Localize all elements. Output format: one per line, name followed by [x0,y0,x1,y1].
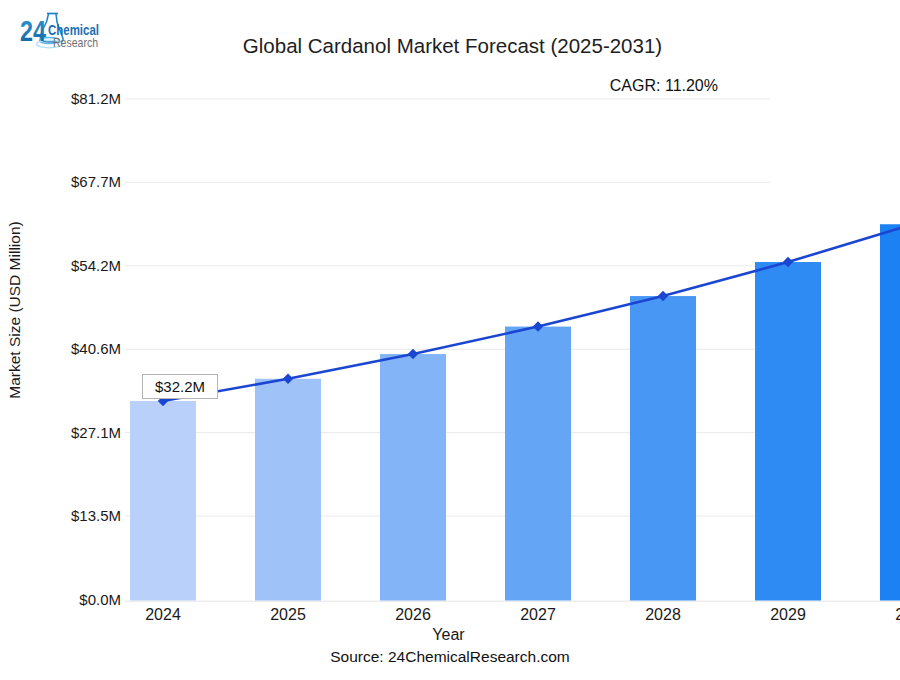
x-tick-label: 2024 [145,606,181,623]
bar-2027[interactable] [505,327,571,601]
y-axis-title: Market Size (USD Million) [6,210,24,410]
x-tick-label: 2030 [895,606,900,623]
bar-2028[interactable] [630,296,696,600]
x-axis-title: Year [0,626,897,644]
bar-2025[interactable] [255,379,321,601]
y-tick-label: $81.2M [71,90,121,107]
x-tick-label: 2027 [520,606,556,623]
source-text: Source: 24ChemicalResearch.com [0,648,900,666]
forecast-chart: $0.0M $13.5M $27.1M $40.6M $54.2M $67.7M $81.2… [0,0,900,680]
annotation-text: $32.2M [155,378,205,395]
y-tick-label: $0.0M [79,591,121,608]
x-tick-label: 2025 [270,606,306,623]
x-tick-label: 2028 [645,606,681,623]
x-tick-label: 2029 [770,606,806,623]
bar-2024[interactable] [130,401,196,600]
y-tick-label: $13.5M [71,507,121,524]
bar-2030[interactable] [880,224,900,600]
x-tick-label: 2026 [395,606,431,623]
page: $0.0M $13.5M $27.1M $40.6M $54.2M $67.7M $81.2… [0,0,900,680]
chart-title: Global Cardanol Market Forecast (2025-20… [0,34,900,57]
y-tick-label: $40.6M [71,340,121,357]
cagr-label: CAGR: 11.20% [418,76,718,95]
y-tick-label: $67.7M [71,173,121,190]
bar-2026[interactable] [380,354,446,600]
y-tick-label: $27.1M [71,424,121,441]
y-tick-label: $54.2M [71,257,121,274]
bar-2029[interactable] [755,262,821,600]
